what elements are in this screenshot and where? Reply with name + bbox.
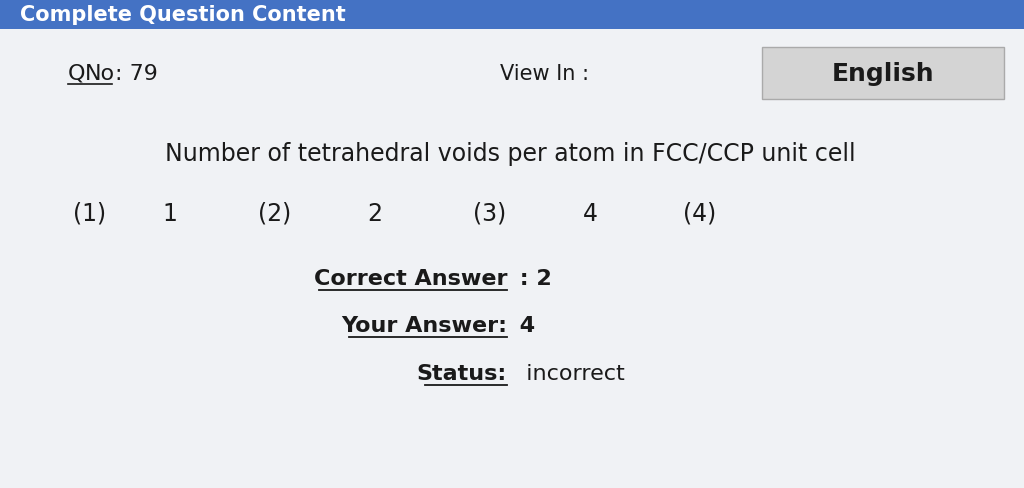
Text: Correct Answer: Correct Answer xyxy=(313,268,507,288)
Text: (1): (1) xyxy=(74,202,106,225)
Text: (3): (3) xyxy=(473,202,507,225)
Text: 4: 4 xyxy=(583,202,597,225)
FancyBboxPatch shape xyxy=(762,48,1004,100)
Text: Number of tetrahedral voids per atom in FCC/CCP unit cell: Number of tetrahedral voids per atom in … xyxy=(165,142,855,165)
Text: English: English xyxy=(831,62,934,86)
Text: View In :: View In : xyxy=(501,64,590,84)
Text: (2): (2) xyxy=(258,202,292,225)
Bar xyxy=(0,0,1024,30)
Text: 1: 1 xyxy=(163,202,177,225)
Text: 2: 2 xyxy=(368,202,383,225)
Text: : 2: : 2 xyxy=(512,268,552,288)
Text: No: No xyxy=(85,64,115,84)
Text: 4: 4 xyxy=(512,315,536,335)
Text: Complete Question Content: Complete Question Content xyxy=(20,5,346,25)
Text: incorrect: incorrect xyxy=(512,363,625,383)
Text: : 79: : 79 xyxy=(115,64,158,84)
Text: Your Answer:: Your Answer: xyxy=(341,315,507,335)
Text: (4): (4) xyxy=(683,202,717,225)
Text: Q: Q xyxy=(68,64,85,84)
Text: Status:: Status: xyxy=(417,363,507,383)
